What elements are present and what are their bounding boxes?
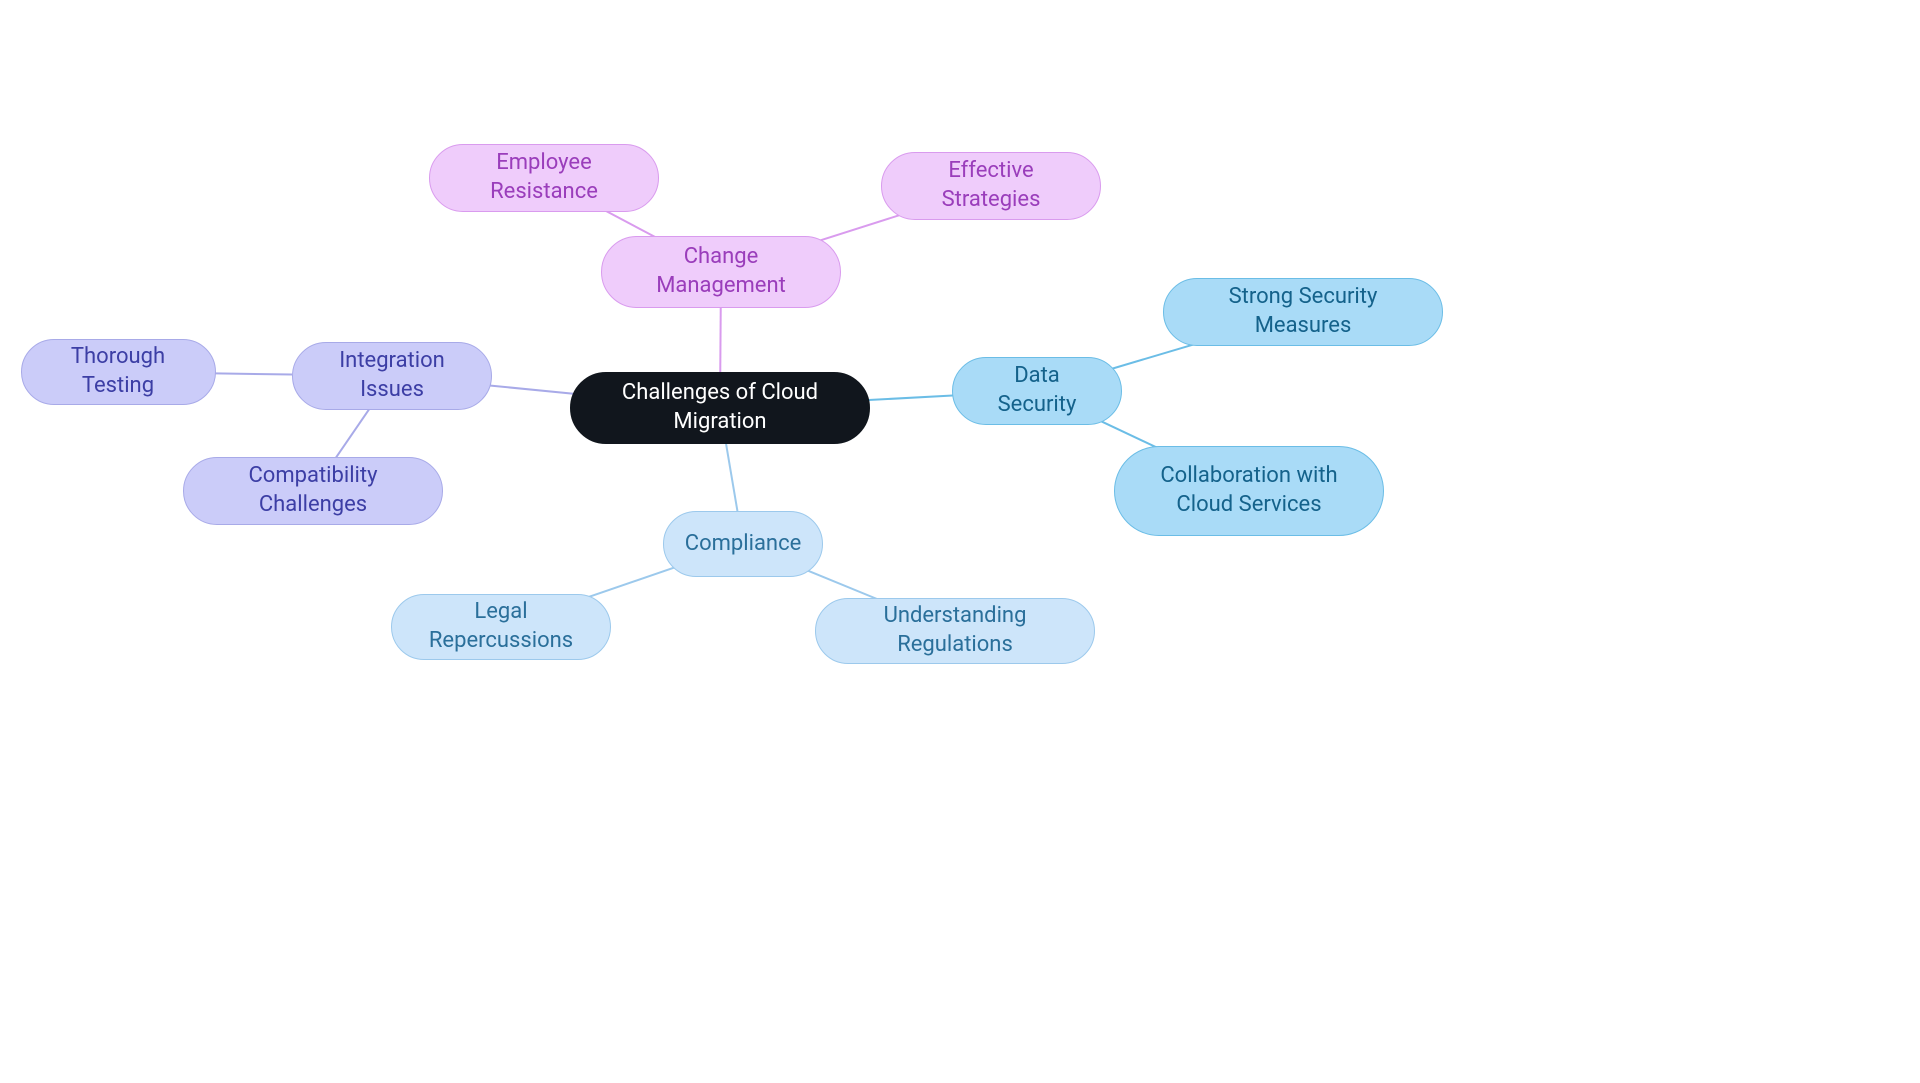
node-label: Integration Issues — [317, 347, 467, 404]
edge — [215, 373, 292, 374]
node-strong_sec: Strong Security Measures — [1163, 278, 1443, 346]
node-label: Data Security — [977, 362, 1097, 419]
node-emp_resist: Employee Resistance — [429, 144, 659, 212]
node-root: Challenges of Cloud Migration — [570, 372, 870, 444]
node-legal: Legal Repercussions — [391, 594, 611, 660]
node-label: Strong Security Measures — [1188, 283, 1418, 340]
node-integration: Integration Issues — [292, 342, 492, 410]
edge — [488, 385, 581, 394]
node-label: Collaboration with Cloud Services — [1139, 462, 1359, 519]
node-change_mgmt: Change Management — [601, 236, 841, 308]
node-label: Effective Strategies — [906, 157, 1076, 214]
node-label: Challenges of Cloud Migration — [595, 379, 845, 436]
node-testing: Thorough Testing — [21, 339, 216, 405]
node-label: Legal Repercussions — [416, 598, 586, 655]
node-data_sec: Data Security — [952, 357, 1122, 425]
node-understand_reg: Understanding Regulations — [815, 598, 1095, 664]
node-collab: Collaboration with Cloud Services — [1114, 446, 1384, 536]
node-label: Understanding Regulations — [840, 602, 1070, 659]
edge — [726, 444, 737, 511]
node-label: Thorough Testing — [46, 343, 191, 400]
node-label: Change Management — [626, 243, 816, 300]
node-label: Compatibility Challenges — [208, 462, 418, 519]
node-compliance: Compliance — [663, 511, 823, 577]
edge — [336, 409, 369, 457]
node-eff_strat: Effective Strategies — [881, 152, 1101, 220]
node-label: Employee Resistance — [454, 149, 634, 206]
node-compat: Compatibility Challenges — [183, 457, 443, 525]
edge — [866, 396, 952, 401]
node-label: Compliance — [685, 530, 802, 559]
